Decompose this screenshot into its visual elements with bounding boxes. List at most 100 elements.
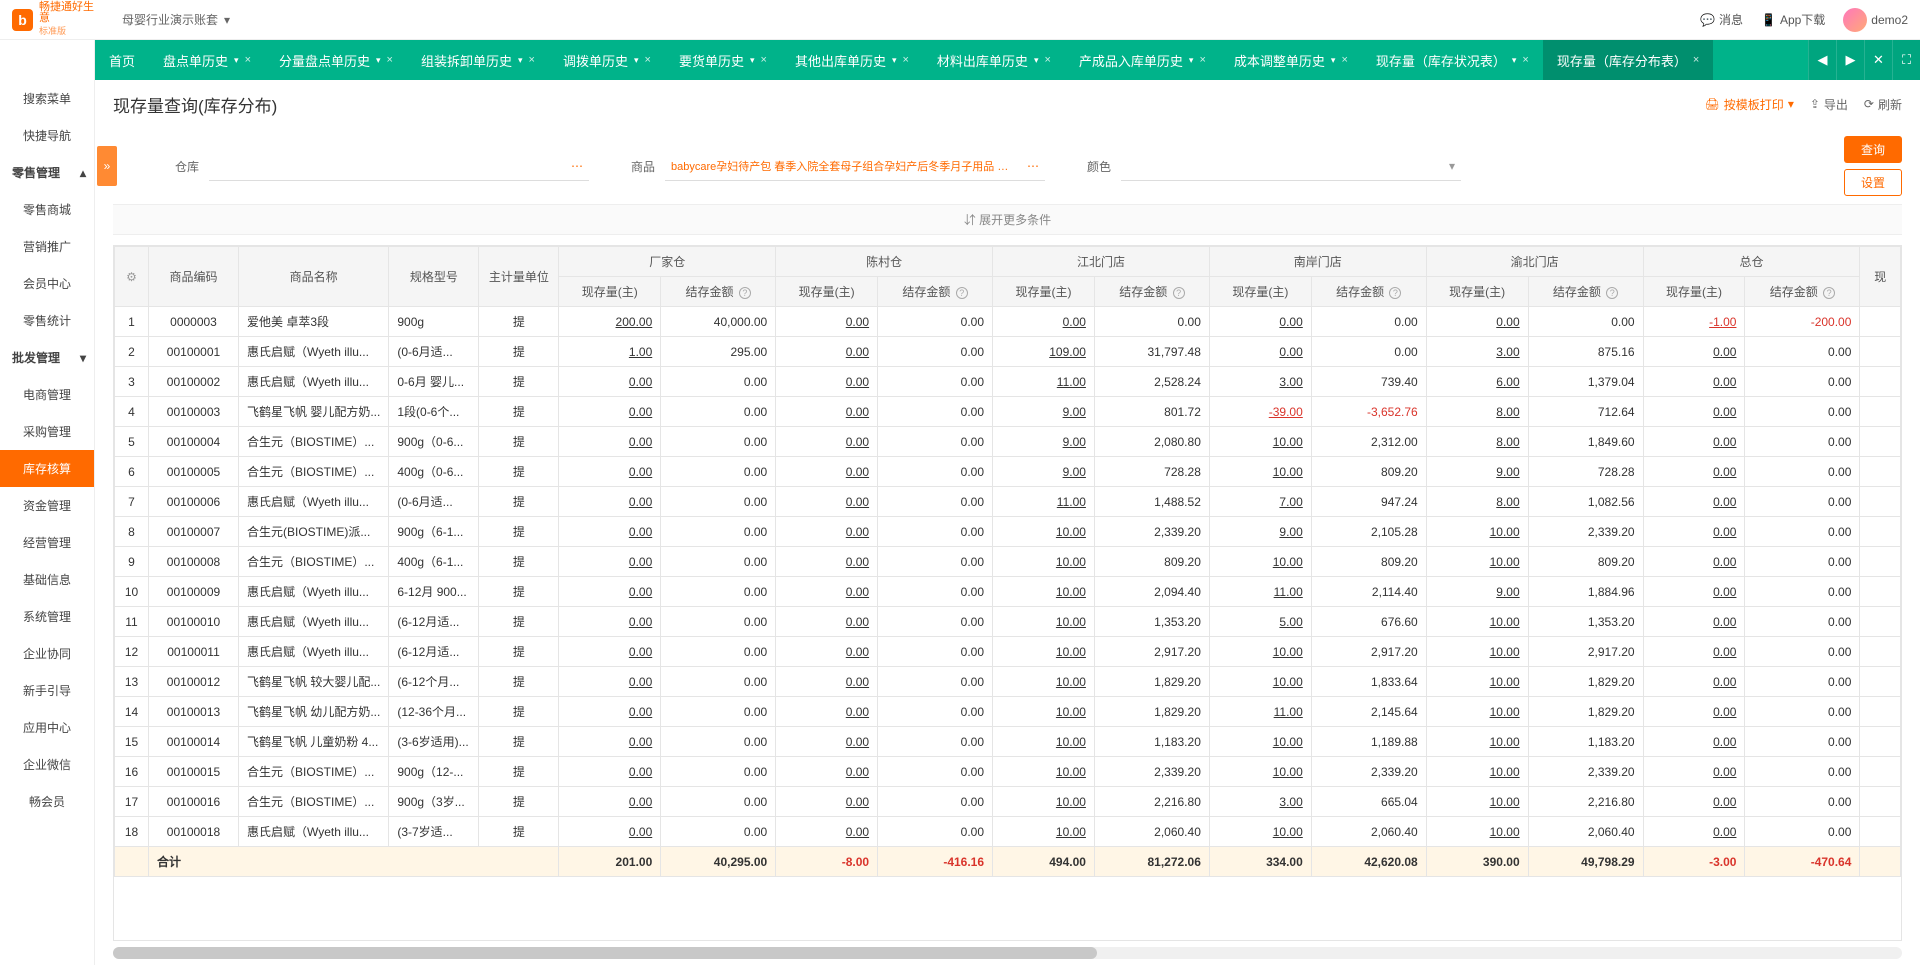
qty-cell[interactable]: 0.00 xyxy=(1643,487,1745,517)
qty-cell[interactable]: 3.00 xyxy=(1209,787,1311,817)
qty-cell[interactable]: 0.00 xyxy=(993,307,1095,337)
qty-cell[interactable]: 3.00 xyxy=(1209,367,1311,397)
qty-cell[interactable]: 109.00 xyxy=(993,337,1095,367)
qty-cell[interactable]: 0.00 xyxy=(1643,367,1745,397)
close-icon[interactable]: × xyxy=(1693,54,1699,66)
product-input[interactable]: babycare孕妇待产包 春季入院全套母子组合孕妇产后冬季月子用品 22件套 … xyxy=(665,151,1045,181)
tabs-prev-button[interactable]: ◀ xyxy=(1808,40,1836,80)
messages-link[interactable]: 💬消息 xyxy=(1700,11,1743,28)
data-table-wrap[interactable]: ⚙商品编码商品名称规格型号主计量单位厂家仓陈村仓江北门店南岸门店渝北门店总仓现现… xyxy=(113,245,1902,941)
qty-cell[interactable]: 0.00 xyxy=(1643,517,1745,547)
qty-cell[interactable]: 10.00 xyxy=(1426,637,1528,667)
qty-cell[interactable]: 10.00 xyxy=(993,637,1095,667)
help-icon[interactable]: ? xyxy=(1606,287,1618,299)
qty-cell[interactable]: 10.00 xyxy=(1209,637,1311,667)
close-icon[interactable]: × xyxy=(1199,54,1205,66)
fullscreen-button[interactable]: ⛶ xyxy=(1892,40,1920,80)
qty-cell[interactable]: 0.00 xyxy=(559,757,661,787)
settings-button[interactable]: 设置 xyxy=(1844,169,1902,196)
qty-cell[interactable]: 0.00 xyxy=(559,427,661,457)
qty-cell[interactable]: 10.00 xyxy=(993,517,1095,547)
sidebar-item[interactable]: 企业协同 xyxy=(0,635,94,672)
qty-cell[interactable]: 0.00 xyxy=(776,307,878,337)
qty-cell[interactable]: 0.00 xyxy=(776,517,878,547)
qty-cell[interactable]: 3.00 xyxy=(1426,337,1528,367)
sidebar-item[interactable]: 零售管理▴ xyxy=(0,154,94,191)
sidebar-item[interactable]: 电商管理 xyxy=(0,376,94,413)
sidebar-item[interactable]: 批发管理▾ xyxy=(0,339,94,376)
qty-cell[interactable]: 8.00 xyxy=(1426,427,1528,457)
close-icon[interactable]: × xyxy=(761,54,767,66)
qty-cell[interactable]: 8.00 xyxy=(1426,397,1528,427)
qty-cell[interactable]: 10.00 xyxy=(1426,757,1528,787)
qty-cell[interactable]: 0.00 xyxy=(776,457,878,487)
qty-cell[interactable]: 0.00 xyxy=(1643,787,1745,817)
tab[interactable]: 组装拆卸单历史 ▾ × xyxy=(407,40,549,80)
qty-cell[interactable]: 0.00 xyxy=(559,697,661,727)
sidebar-item[interactable]: 资金管理 xyxy=(0,487,94,524)
qty-cell[interactable]: 10.00 xyxy=(993,727,1095,757)
sidebar-item[interactable]: 零售统计 xyxy=(0,302,94,339)
qty-cell[interactable]: 0.00 xyxy=(776,607,878,637)
qty-cell[interactable]: 0.00 xyxy=(776,727,878,757)
qty-cell[interactable]: 10.00 xyxy=(993,697,1095,727)
qty-cell[interactable]: 11.00 xyxy=(993,367,1095,397)
qty-cell[interactable]: 0.00 xyxy=(1643,817,1745,847)
qty-cell[interactable]: 0.00 xyxy=(559,817,661,847)
close-icon[interactable]: × xyxy=(1522,54,1528,66)
app-download-link[interactable]: 📱App下载 xyxy=(1761,11,1825,28)
tab[interactable]: 材料出库单历史 ▾ × xyxy=(923,40,1065,80)
qty-cell[interactable]: 0.00 xyxy=(559,787,661,817)
qty-cell[interactable]: 10.00 xyxy=(993,607,1095,637)
qty-cell[interactable]: 10.00 xyxy=(1426,667,1528,697)
qty-cell[interactable]: 6.00 xyxy=(1426,367,1528,397)
qty-cell[interactable]: 0.00 xyxy=(1643,397,1745,427)
qty-cell[interactable]: 9.00 xyxy=(1209,517,1311,547)
user-menu[interactable]: demo2 xyxy=(1843,8,1908,32)
qty-cell[interactable]: 10.00 xyxy=(1426,697,1528,727)
close-icon[interactable]: × xyxy=(529,54,535,66)
sidebar-item[interactable]: 经营管理 xyxy=(0,524,94,561)
sidebar-item[interactable]: 畅会员 xyxy=(0,783,94,820)
qty-cell[interactable]: 0.00 xyxy=(1209,337,1311,367)
qty-cell[interactable]: 0.00 xyxy=(559,367,661,397)
tab[interactable]: 成本调整单历史 ▾ × xyxy=(1220,40,1362,80)
qty-cell[interactable]: 5.00 xyxy=(1209,607,1311,637)
refresh-button[interactable]: ⟳刷新 xyxy=(1864,96,1902,113)
tab[interactable]: 分量盘点单历史 ▾ × xyxy=(265,40,407,80)
close-icon[interactable]: × xyxy=(1044,54,1050,66)
tab[interactable]: 现存量（库存状况表） ▾ × xyxy=(1362,40,1543,80)
qty-cell[interactable]: 10.00 xyxy=(1426,727,1528,757)
sidebar-item[interactable]: 基础信息 xyxy=(0,561,94,598)
qty-cell[interactable]: 9.00 xyxy=(1426,457,1528,487)
expand-filters-button[interactable]: ⇵ 展开更多条件 xyxy=(113,204,1902,235)
qty-cell[interactable]: 0.00 xyxy=(559,577,661,607)
qty-cell[interactable]: 0.00 xyxy=(559,607,661,637)
tabs-next-button[interactable]: ▶ xyxy=(1836,40,1864,80)
qty-cell[interactable]: 0.00 xyxy=(776,817,878,847)
qty-cell[interactable]: 0.00 xyxy=(776,697,878,727)
qty-cell[interactable]: 0.00 xyxy=(1643,667,1745,697)
tab[interactable]: 产成品入库单历史 ▾ × xyxy=(1065,40,1220,80)
qty-cell[interactable]: 10.00 xyxy=(1426,547,1528,577)
qty-cell[interactable]: 0.00 xyxy=(776,577,878,607)
collapse-filters-button[interactable]: » xyxy=(97,146,117,186)
qty-cell[interactable]: 200.00 xyxy=(559,307,661,337)
qty-cell[interactable]: 10.00 xyxy=(1426,517,1528,547)
warehouse-input[interactable]: ⋯ xyxy=(209,151,589,181)
qty-cell[interactable]: 0.00 xyxy=(559,487,661,517)
qty-cell[interactable]: 11.00 xyxy=(1209,577,1311,607)
gear-column[interactable]: ⚙ xyxy=(115,247,149,307)
qty-cell[interactable]: 11.00 xyxy=(993,487,1095,517)
sidebar-item[interactable]: 采购管理 xyxy=(0,413,94,450)
qty-cell[interactable]: 0.00 xyxy=(776,427,878,457)
qty-cell[interactable]: 0.00 xyxy=(776,667,878,697)
horizontal-scrollbar[interactable] xyxy=(113,947,1902,959)
color-input[interactable]: ▾ xyxy=(1121,151,1461,181)
qty-cell[interactable]: 0.00 xyxy=(1643,697,1745,727)
qty-cell[interactable]: 8.00 xyxy=(1426,487,1528,517)
close-icon[interactable]: × xyxy=(245,54,251,66)
qty-cell[interactable]: 0.00 xyxy=(1643,457,1745,487)
sidebar-item[interactable]: 企业微信 xyxy=(0,746,94,783)
qty-cell[interactable]: 10.00 xyxy=(1426,817,1528,847)
